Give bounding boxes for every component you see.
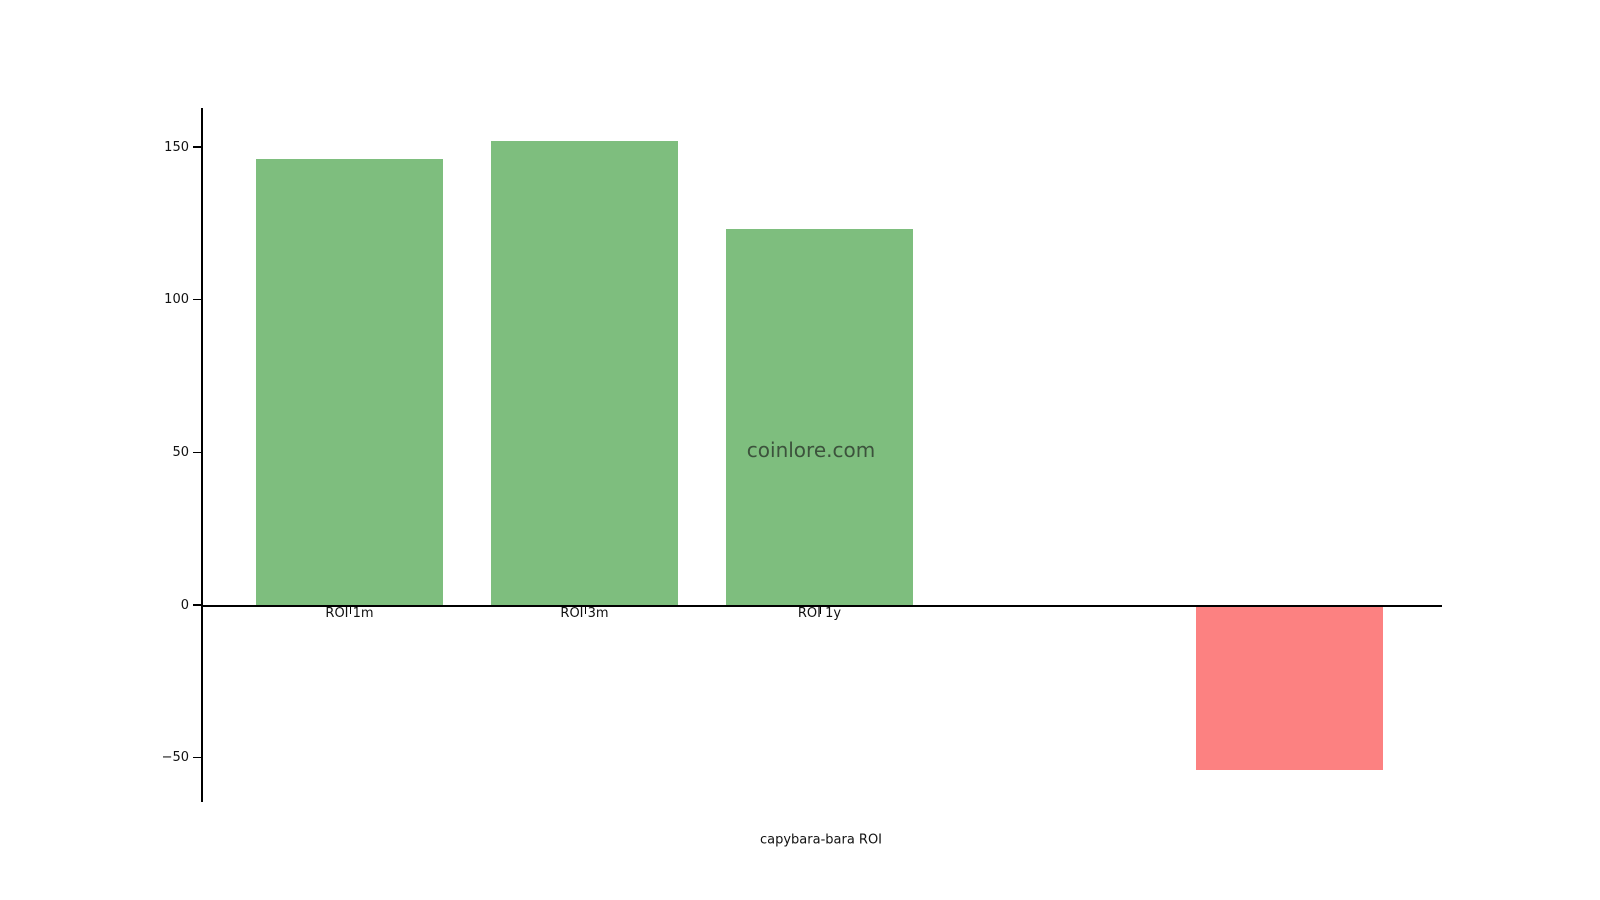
y-tick-label: 50 xyxy=(172,444,189,460)
x-tick-mark xyxy=(349,605,351,614)
y-axis-spine xyxy=(201,108,203,802)
x-tick-mark xyxy=(819,605,821,614)
y-tick-label: 0 xyxy=(180,597,189,613)
x-tick-label: ROI 1m xyxy=(325,606,374,621)
x-tick-label: ROI 1y xyxy=(797,606,842,621)
y-tick-mark xyxy=(193,451,201,454)
x-tick-label: ROI 3m xyxy=(560,606,609,621)
y-tick-mark xyxy=(193,604,201,606)
y-tick-label: 100 xyxy=(164,292,189,308)
y-tick-label: −50 xyxy=(161,750,189,766)
bar-roi-3m xyxy=(491,140,678,605)
y-tick-mark xyxy=(193,298,201,301)
y-tick-mark xyxy=(193,146,201,148)
x-tick-mark xyxy=(584,605,586,614)
y-tick-mark xyxy=(193,756,201,759)
bar-negative-3 xyxy=(1196,605,1383,770)
bar-roi-1y xyxy=(726,229,913,605)
watermark-text: coinlore.com xyxy=(746,438,876,462)
bar-roi-1m xyxy=(256,159,443,605)
x-axis-spine xyxy=(201,605,1442,607)
chart-title: capybara-bara ROI xyxy=(759,832,883,848)
y-tick-label: 150 xyxy=(164,139,189,155)
